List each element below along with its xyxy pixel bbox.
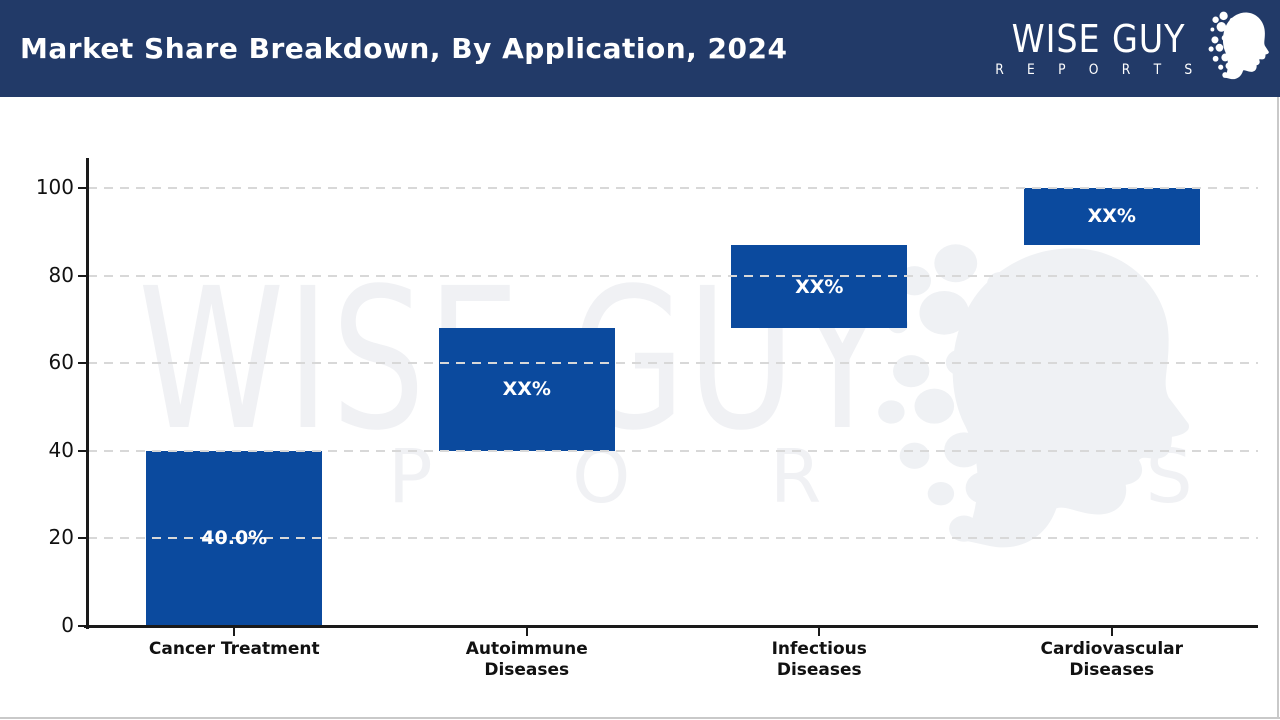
logo-face-icon (1208, 11, 1269, 80)
y-tick-mark-100 (78, 187, 88, 189)
y-tick-label-0: 0 (61, 613, 74, 637)
y-tick-mark-80 (78, 274, 88, 277)
bar-value-label: 40.0% (201, 527, 268, 550)
y-tick-mark-40 (78, 449, 88, 452)
y-tick-label-80: 80 (48, 262, 74, 287)
chart-area: WISE GUY P O R T S 0 20 40 60 80 100 40.0% Canc… (0, 97, 1280, 720)
gridline-80 (88, 274, 1258, 277)
x-category-label: Infectious Diseases (771, 639, 867, 680)
x-category-label: Cardiovascular Diseases (1040, 639, 1184, 680)
x-tick-mark (525, 628, 528, 636)
x-tick-mark (233, 628, 236, 636)
logo-text: WISE GUY R E P O R T S (995, 17, 1202, 78)
gridline-100 (88, 187, 1258, 189)
y-tick-label-20: 20 (48, 525, 74, 550)
y-tick-label-60: 60 (48, 350, 74, 375)
x-tick-mark (1110, 628, 1113, 636)
logo-subtext: R E P O R T S (995, 61, 1202, 78)
page-bottom-border (0, 717, 1280, 719)
x-tick-mark (818, 628, 821, 636)
y-axis-line (86, 158, 89, 629)
gridline-40 (88, 449, 1258, 452)
y-tick-label-100: 100 (35, 175, 74, 199)
header-bar: Market Share Breakdown, By Application, … (0, 0, 1280, 97)
bar-value-label: XX% (502, 378, 551, 401)
y-tick-mark-0 (78, 625, 88, 627)
bar-segment (1023, 188, 1200, 245)
bar-value-label: XX% (795, 275, 844, 298)
wise-guy-logo: WISE GUY R E P O R T S (967, 6, 1270, 92)
x-axis-line (84, 625, 1258, 628)
bar-value-label: XX% (1087, 205, 1136, 228)
x-category-label: Cancer Treatment (148, 639, 320, 659)
bar-segment (731, 244, 908, 329)
logo-wordmark: WISE GUY (1011, 17, 1186, 62)
y-tick-mark-60 (78, 362, 88, 365)
page-right-border (1277, 97, 1279, 718)
watermark-face-icon (878, 244, 1190, 548)
y-tick-label-40: 40 (48, 437, 74, 462)
gridline-20 (88, 537, 1258, 540)
gridline-60 (88, 362, 1258, 365)
x-category-label: Autoimmune Diseases (465, 639, 588, 680)
chart-title: Market Share Breakdown, By Application, … (20, 32, 788, 65)
y-tick-mark-20 (78, 537, 88, 540)
bar-segment (438, 328, 615, 451)
